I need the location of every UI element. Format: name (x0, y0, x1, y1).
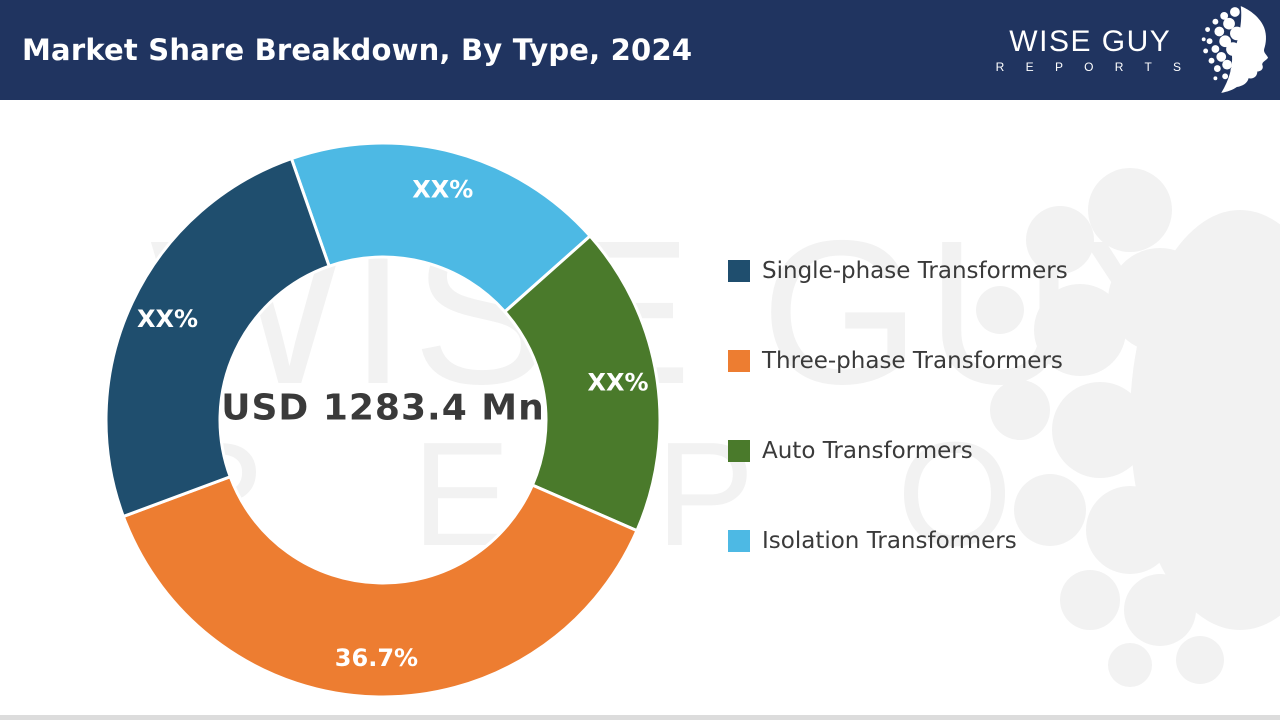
legend-swatch-icon (728, 350, 750, 372)
bottom-strip (0, 715, 1280, 720)
segment-percent-label: XX% (137, 305, 198, 333)
legend-swatch-icon (728, 440, 750, 462)
donut-segment (289, 141, 593, 314)
legend-label: Auto Transformers (762, 438, 973, 464)
logo-subtext: R E P O R T S (995, 60, 1190, 75)
page-title: Market Share Breakdown, By Type, 2024 (22, 33, 693, 67)
watermark-face-icon (976, 168, 1280, 687)
donut-segment (121, 474, 639, 699)
legend-swatch-icon (728, 260, 750, 282)
wiseguy-logo: WISE GUY R E P O R T S (991, 6, 1270, 94)
donut-segment (104, 156, 332, 519)
legend-item: Three-phase Transformers (728, 345, 1068, 377)
logo-wordmark: WISE GUY (1009, 24, 1172, 58)
legend: Single-phase Transformers Three-phase Tra… (728, 255, 1068, 615)
header: Market Share Breakdown, By Type, 2024 WI… (0, 0, 1280, 100)
logo-text: WISE GUY R E P O R T S (991, 26, 1190, 75)
segment-percent-label: 36.7% (335, 644, 418, 672)
logo-face-icon (1201, 6, 1269, 93)
donut-chart: XX% XX% 36.7% XX% (104, 141, 662, 699)
legend-swatch-icon (728, 530, 750, 552)
donut-segment (502, 233, 662, 533)
legend-label: Isolation Transformers (762, 528, 1017, 554)
legend-label: Three-phase Transformers (762, 348, 1063, 374)
segment-percent-label: XX% (588, 369, 649, 397)
segment-percent-label: XX% (412, 176, 473, 204)
chart-center-value: USD 1283.4 Mn (221, 387, 545, 429)
legend-label: Single-phase Transformers (762, 258, 1068, 284)
legend-item: Isolation Transformers (728, 525, 1068, 557)
legend-item: Single-phase Transformers (728, 255, 1068, 287)
legend-item: Auto Transformers (728, 435, 1068, 467)
